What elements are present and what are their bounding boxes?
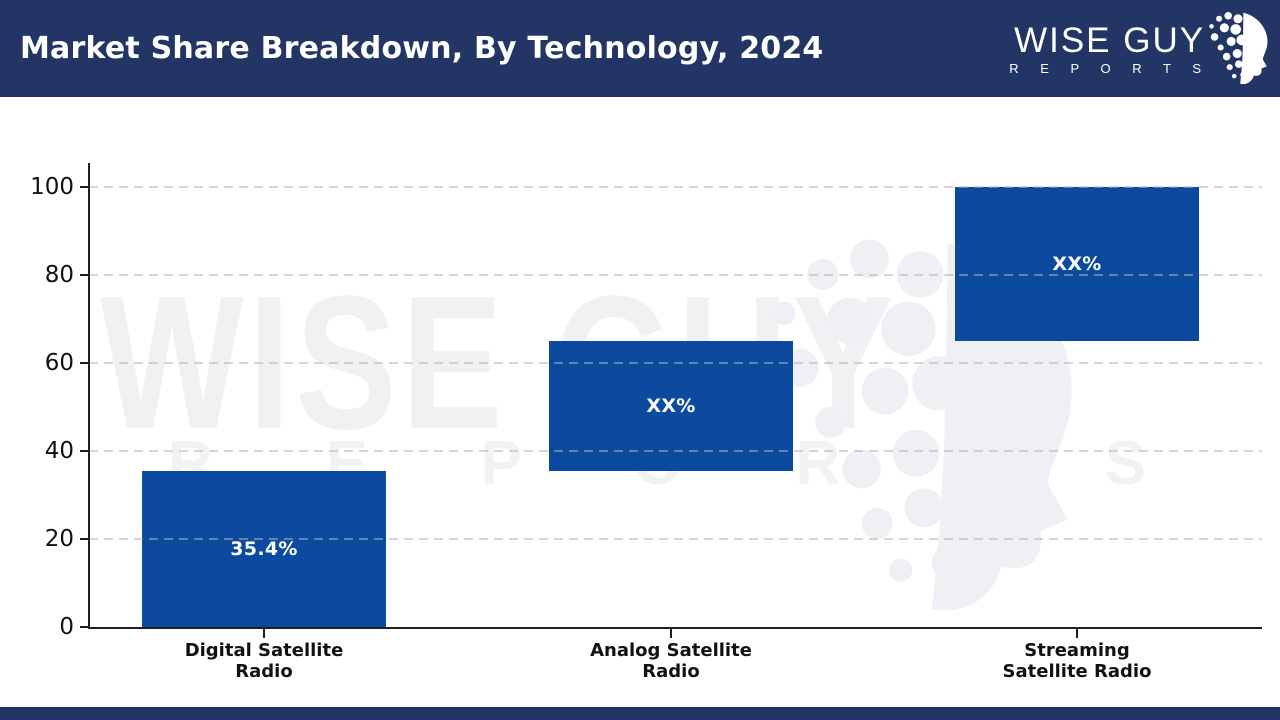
logo-wordmark: WISE GUY bbox=[1014, 20, 1206, 60]
y-tick-label: 20 bbox=[44, 526, 74, 552]
wise-guy-reports-logo: WISE GUY R E P O R T S bbox=[1009, 6, 1272, 92]
logo-subtitle: R E P O R T S bbox=[1009, 60, 1210, 76]
gridline-80 bbox=[89, 274, 1262, 276]
y-tick-label: 0 bbox=[59, 614, 74, 640]
y-tick-label: 40 bbox=[44, 438, 74, 464]
y-tick-label: 60 bbox=[44, 350, 74, 376]
y-tick-label: 100 bbox=[30, 174, 74, 200]
bar-value-label: XX% bbox=[1052, 253, 1102, 275]
logo-text: WISE GUY R E P O R T S bbox=[1009, 20, 1210, 77]
gridline-40 bbox=[89, 450, 1262, 452]
bar-value-label: XX% bbox=[646, 395, 696, 418]
x-category-label-digital-satellite-radio: Digital Satellite Radio bbox=[184, 640, 344, 682]
gridline-20 bbox=[89, 538, 1262, 540]
logo-head-icon bbox=[1204, 9, 1272, 89]
bar-digital-satellite-radio: 35.4% bbox=[142, 471, 386, 627]
bar-streaming-satellite-radio: XX% bbox=[955, 187, 1199, 341]
x-tick-mark bbox=[670, 629, 672, 638]
y-tick-mark bbox=[80, 450, 88, 452]
x-tick-mark bbox=[263, 629, 265, 638]
x-axis-line bbox=[88, 627, 1262, 629]
y-tick-mark bbox=[80, 626, 88, 628]
gridline-100 bbox=[89, 186, 1262, 188]
y-tick-mark bbox=[80, 362, 88, 364]
y-axis-line bbox=[88, 163, 90, 629]
footer-bar bbox=[0, 707, 1280, 720]
bar-value-label: 35.4% bbox=[230, 538, 298, 561]
header-bar: Market Share Breakdown, By Technology, 2… bbox=[0, 0, 1280, 97]
y-tick-mark bbox=[80, 538, 88, 540]
y-tick-mark bbox=[80, 274, 88, 276]
chart-title: Market Share Breakdown, By Technology, 2… bbox=[20, 31, 824, 66]
gridline-60 bbox=[89, 362, 1262, 364]
y-tick-mark bbox=[80, 186, 88, 188]
x-category-label-analog-satellite-radio: Analog Satellite Radio bbox=[590, 640, 752, 682]
x-tick-mark bbox=[1076, 629, 1078, 638]
x-category-label-streaming-satellite-radio: Streaming Satellite Radio bbox=[1002, 640, 1152, 682]
y-tick-label: 80 bbox=[44, 262, 74, 288]
